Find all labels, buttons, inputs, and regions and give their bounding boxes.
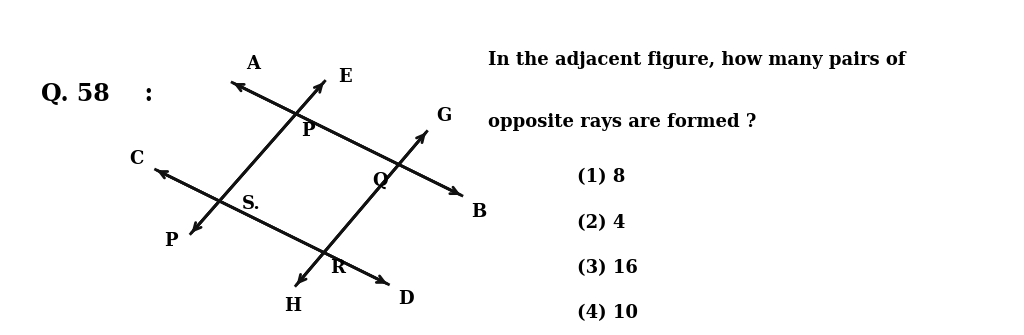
Text: P: P <box>164 232 177 251</box>
Text: H: H <box>285 297 301 315</box>
Text: (2) 4: (2) 4 <box>577 214 625 232</box>
Text: R: R <box>330 259 345 277</box>
Text: B: B <box>471 203 486 221</box>
Text: E: E <box>338 68 351 86</box>
Text: S.: S. <box>242 195 261 213</box>
Text: Q. 58: Q. 58 <box>41 82 110 106</box>
Text: opposite rays are formed ?: opposite rays are formed ? <box>487 113 756 131</box>
Text: (1) 8: (1) 8 <box>577 169 625 187</box>
Text: C: C <box>130 150 144 168</box>
Text: (3) 16: (3) 16 <box>577 259 638 277</box>
Text: A: A <box>246 56 260 73</box>
Text: Q: Q <box>372 172 388 190</box>
Text: G: G <box>436 107 452 125</box>
Text: P: P <box>301 122 314 140</box>
Text: (4) 10: (4) 10 <box>577 304 638 322</box>
Text: In the adjacent figure, how many pairs of: In the adjacent figure, how many pairs o… <box>487 51 905 69</box>
Text: :: : <box>128 82 153 106</box>
Text: D: D <box>398 290 414 308</box>
